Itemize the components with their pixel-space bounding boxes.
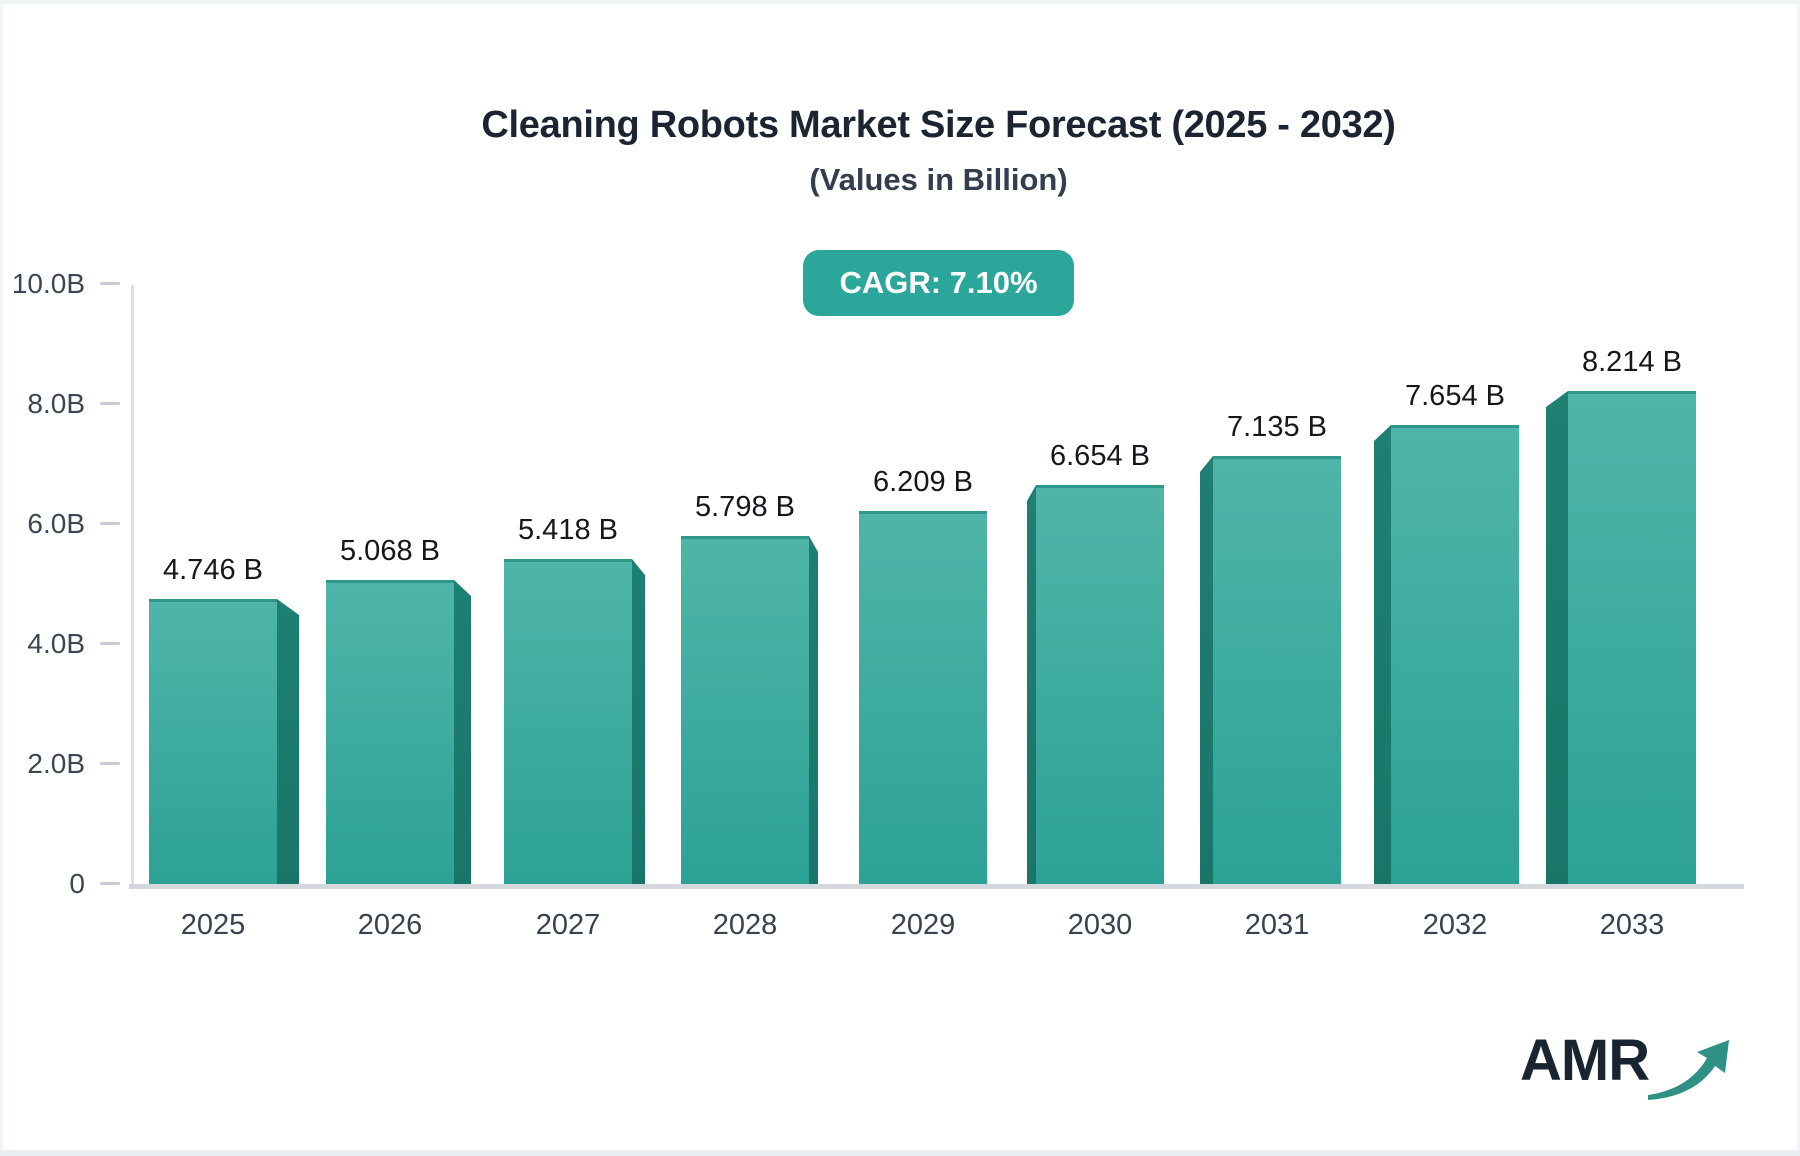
brand-logo-text: AMR: [1520, 1028, 1650, 1093]
bar-front: [859, 511, 987, 884]
bar-side: [277, 599, 299, 884]
growth-arrow-icon: [1645, 1036, 1733, 1100]
growth-arrow-path: [1648, 1040, 1730, 1100]
bar: [1027, 485, 1164, 884]
y-tick-label: 10.0B: [11, 268, 85, 299]
x-tick-label: 2028: [712, 909, 778, 941]
bar-front: [1391, 425, 1519, 884]
y-tick-dash: [100, 762, 120, 765]
bar-side: [454, 580, 471, 884]
bar-side: [1027, 485, 1036, 884]
x-tick-label: 2025: [180, 909, 246, 941]
bar-value-label: 8.214 B: [1582, 346, 1682, 378]
chart-title: Cleaning Robots Market Size Forecast (20…: [481, 104, 1396, 146]
bar: [859, 511, 987, 884]
page-edge-bottom: [0, 1150, 1800, 1156]
bar-value-label: 5.418 B: [518, 514, 618, 546]
y-tick-dash: [100, 882, 120, 885]
bar: [149, 599, 299, 884]
bar-front: [1568, 391, 1696, 884]
page-edge-left: [0, 0, 3, 1156]
bar-value-label: 5.068 B: [340, 535, 440, 567]
y-tick-dash: [100, 282, 120, 285]
bar: [681, 536, 818, 884]
bar-value-label: 6.209 B: [873, 466, 973, 498]
cagr-badge: CAGR: 7.10%: [803, 250, 1074, 316]
bar-value-label: 7.654 B: [1405, 380, 1505, 412]
bar-value-label: 5.798 B: [695, 491, 795, 523]
chart-subtitle: (Values in Billion): [809, 162, 1068, 197]
bar-front: [1213, 456, 1341, 884]
bar-front: [681, 536, 809, 884]
page-edge-top: [0, 0, 1800, 4]
x-tick-label: 2033: [1599, 909, 1665, 941]
bar-side: [1374, 425, 1391, 884]
bar-front: [1036, 485, 1164, 884]
y-tick-dash: [100, 522, 120, 525]
bar: [326, 580, 471, 884]
y-tick-label: 0: [69, 868, 85, 899]
page-edge-right: [1797, 0, 1800, 1156]
x-tick-label: 2029: [890, 909, 956, 941]
y-tick-label: 4.0B: [27, 628, 85, 659]
x-tick-label: 2031: [1244, 909, 1310, 941]
x-baseline: [129, 884, 1744, 889]
bar: [1546, 391, 1696, 884]
bar: [504, 559, 645, 884]
x-tick-label: 2030: [1067, 909, 1133, 941]
x-tick-label: 2026: [357, 909, 423, 941]
y-tick-dash: [100, 402, 120, 405]
y-tick-dash: [100, 642, 120, 645]
x-tick-label: 2032: [1422, 909, 1488, 941]
bar-value-label: 7.135 B: [1227, 411, 1327, 443]
bar-value-label: 6.654 B: [1050, 440, 1150, 472]
y-tick-label: 2.0B: [27, 748, 85, 779]
bar-front: [504, 559, 632, 884]
chart-header: Cleaning Robots Market Size Forecast (20…: [133, 0, 1744, 316]
bar-side: [809, 536, 818, 884]
bar-side: [1546, 391, 1568, 884]
x-tick-label: 2027: [535, 909, 601, 941]
y-tick-label: 6.0B: [27, 508, 85, 539]
bar: [1200, 456, 1341, 884]
y-axis-line: [131, 285, 134, 884]
bar: [1374, 425, 1519, 884]
bar-front: [326, 580, 454, 884]
y-tick-label: 8.0B: [27, 388, 85, 419]
bar-value-label: 4.746 B: [163, 554, 263, 586]
brand-logo: AMR: [1520, 1030, 1733, 1100]
bar-front: [149, 599, 277, 884]
bar-side: [632, 559, 645, 884]
bar-side: [1200, 456, 1213, 884]
